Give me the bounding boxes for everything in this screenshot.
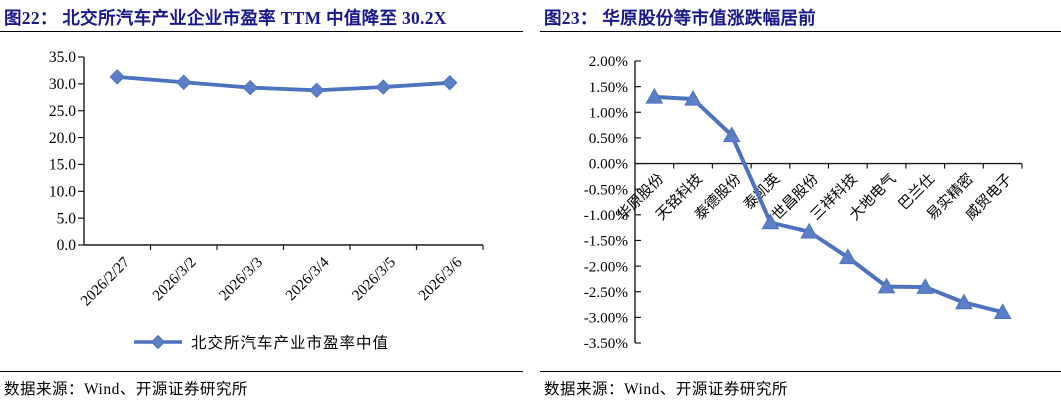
y-tick-label: 0.00% — [589, 156, 629, 173]
data-point-marker — [109, 69, 125, 85]
category-labels: 2026/2/27 2026/3/2 2026/3/3 2026/3/4 2026/3/… — [77, 254, 465, 310]
data-point-marker — [761, 213, 780, 230]
figure22-legend: 北交所汽车产业市盈率中值 — [0, 331, 523, 353]
series-北交所汽车产业市盈率中值 — [109, 69, 458, 99]
y-tick-label: 10.0 — [49, 183, 76, 200]
y-tick-label: 0.50% — [589, 130, 629, 147]
figure22-title-rule — [0, 31, 523, 32]
x-axis — [635, 162, 1023, 169]
data-point-marker — [838, 248, 857, 265]
x-axis — [84, 244, 484, 250]
data-point-marker — [993, 303, 1012, 319]
y-tick-label: -0.50% — [584, 181, 629, 198]
data-point-marker — [916, 278, 935, 294]
data-point-marker — [176, 74, 192, 90]
figure22-panel: 图22： 北交所汽车产业企业市盈率 TTM 中值降至 30.2X 35.0 30.… — [0, 0, 523, 408]
figure22-source-rule — [0, 371, 523, 372]
y-tick-label: 30.0 — [49, 76, 76, 93]
y-tick-label: 0.0 — [57, 237, 77, 254]
figure23-panel: 图23： 华原股份等市值涨跌幅居前 2.00% 1.50% 1.00% 0.50% 0.… — [540, 0, 1061, 408]
y-tick-label: -1.50% — [584, 233, 629, 250]
category-label: 2026/3/6 — [415, 254, 465, 304]
legend-line-diamond-icon — [133, 334, 182, 350]
y-tick-label: 1.50% — [589, 79, 629, 96]
figure23-data-source: 数据来源：Wind、开源证券研究所 — [544, 381, 788, 398]
y-tick-label: -1.00% — [584, 207, 629, 224]
y-tick-label: 1.00% — [589, 104, 629, 121]
series-市值涨跌幅 — [645, 87, 1012, 319]
y-tick-label: 15.0 — [49, 157, 76, 174]
figure22-data-source: 数据来源：Wind、开源证券研究所 — [4, 381, 248, 398]
category-label: 2026/3/2 — [149, 254, 199, 304]
data-point-marker — [684, 89, 702, 106]
data-point-marker — [442, 75, 458, 91]
market-cap-change-line-chart: 2.00% 1.50% 1.00% 0.50% 0.00% -0.50% -1.00% -1.… — [584, 53, 1023, 352]
y-axis: 2.00% 1.50% 1.00% 0.50% 0.00% -0.50% -1.00% -1.… — [584, 53, 641, 352]
category-label: 2026/3/4 — [282, 254, 332, 304]
data-point-marker — [645, 87, 664, 104]
data-point-marker — [722, 126, 741, 143]
data-point-marker — [309, 82, 325, 99]
y-tick-label: 2.00% — [589, 53, 629, 70]
y-tick-label: 5.0 — [57, 210, 77, 227]
data-point-marker — [242, 79, 258, 96]
legend-label: 北交所汽车产业市盈率中值 — [190, 335, 389, 352]
y-axis: 35.0 30.0 25.0 20.0 15.0 10.0 5.0 0.0 — [49, 49, 85, 254]
figure22-title: 图22： 北交所汽车产业企业市盈率 TTM 中值降至 30.2X — [4, 8, 447, 28]
y-tick-label: 35.0 — [49, 49, 76, 66]
figure23-title: 图23： 华原股份等市值涨跌幅居前 — [544, 8, 816, 28]
y-tick-label: 20.0 — [49, 130, 76, 147]
category-label: 2026/3/5 — [349, 254, 399, 304]
y-tick-label: -3.50% — [584, 335, 629, 352]
category-label: 2026/2/27 — [77, 254, 133, 310]
category-label: 2026/3/3 — [216, 254, 266, 304]
data-point-marker — [375, 79, 391, 95]
y-tick-label: 25.0 — [49, 103, 76, 120]
y-tick-label: -2.50% — [584, 284, 629, 301]
y-tick-label: -2.00% — [584, 258, 629, 275]
data-point-marker — [800, 222, 819, 239]
data-point-marker — [877, 277, 896, 294]
figure23-source-rule — [540, 371, 1061, 372]
data-point-marker — [955, 293, 973, 310]
y-tick-label: -3.00% — [584, 310, 629, 327]
figure23-title-rule — [540, 31, 1061, 32]
